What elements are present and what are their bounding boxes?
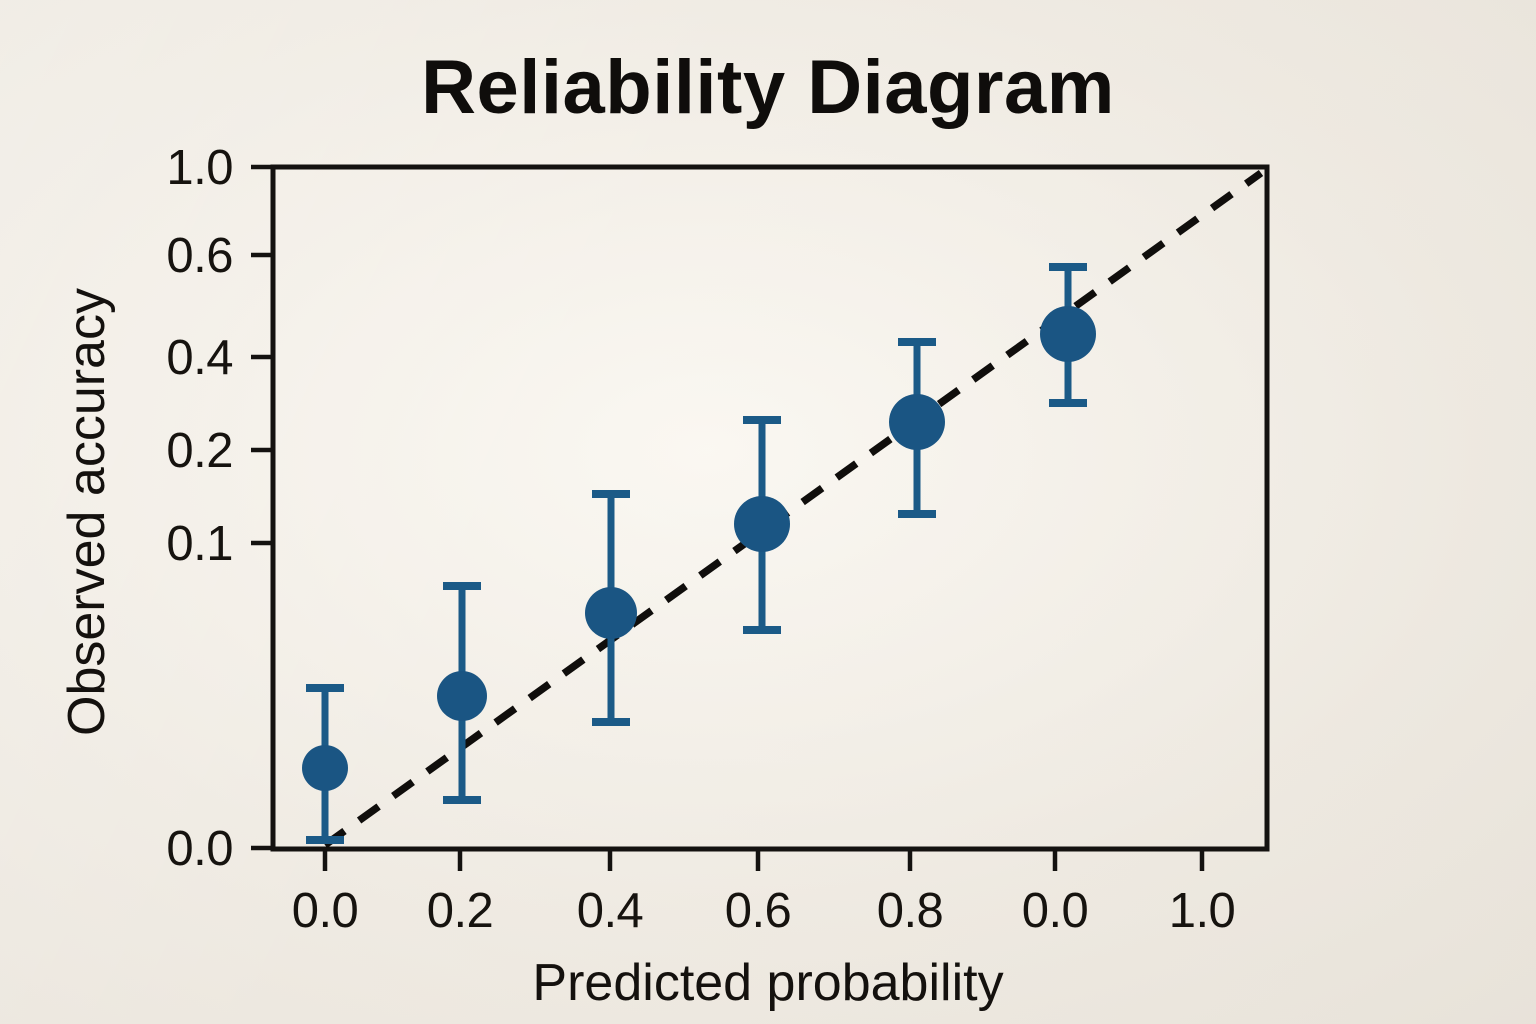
y-tick-label-0: 1.0 bbox=[166, 141, 233, 195]
x-tick-label-6: 1.0 bbox=[1169, 884, 1236, 938]
y-axis-tick-labels: 1.0 0.6 0.4 0.2 0.1 0.0 bbox=[166, 141, 233, 876]
x-tick-label-4: 0.8 bbox=[877, 884, 944, 938]
data-markers-group: bin-1: x=0.05, y=0.061 bin-2: x=0.19, y=0… bbox=[302, 306, 1096, 791]
data-point-6: bin-6: x=0.81, y=0.558 bbox=[1040, 306, 1096, 362]
x-tick-label-5: 0.0 bbox=[1022, 884, 1089, 938]
y-tick-label-4: 0.1 bbox=[166, 517, 233, 571]
plot-frame bbox=[270, 164, 1270, 852]
y-tick-label-1: 0.6 bbox=[166, 229, 233, 283]
x-axis-title: Predicted probability bbox=[532, 954, 1003, 1012]
y-axis-title: Observed accuracy bbox=[58, 288, 116, 736]
y-tick-label-3: 0.2 bbox=[166, 424, 233, 478]
x-tick-label-1: 0.2 bbox=[427, 884, 494, 938]
x-tick-label-0: 0.0 bbox=[292, 884, 359, 938]
data-point-4: bin-4: x=0.5, y=0.277 bbox=[734, 496, 790, 552]
data-point-1: bin-1: x=0.05, y=0.061 bbox=[302, 745, 348, 791]
x-axis-tick-marks bbox=[322, 849, 1205, 871]
x-tick-label-2: 0.4 bbox=[577, 884, 644, 938]
chart-title: Reliability Diagram bbox=[421, 45, 1115, 130]
x-tick-label-3: 0.6 bbox=[725, 884, 792, 938]
x-axis-tick-labels: 0.0 0.2 0.4 0.6 0.8 0.0 1.0 bbox=[292, 884, 1236, 938]
data-point-2: bin-2: x=0.19, y=0.113 bbox=[437, 671, 487, 721]
y-tick-label-5: 0.0 bbox=[166, 822, 233, 876]
data-point-3: bin-3: x=0.34, y=0.172 bbox=[585, 587, 637, 639]
y-axis-tick-marks bbox=[251, 164, 273, 851]
data-point-5: bin-5: x=0.65, y=0.419 bbox=[889, 394, 945, 450]
error-bars-group bbox=[306, 263, 1087, 844]
y-tick-label-2: 0.4 bbox=[166, 331, 233, 385]
